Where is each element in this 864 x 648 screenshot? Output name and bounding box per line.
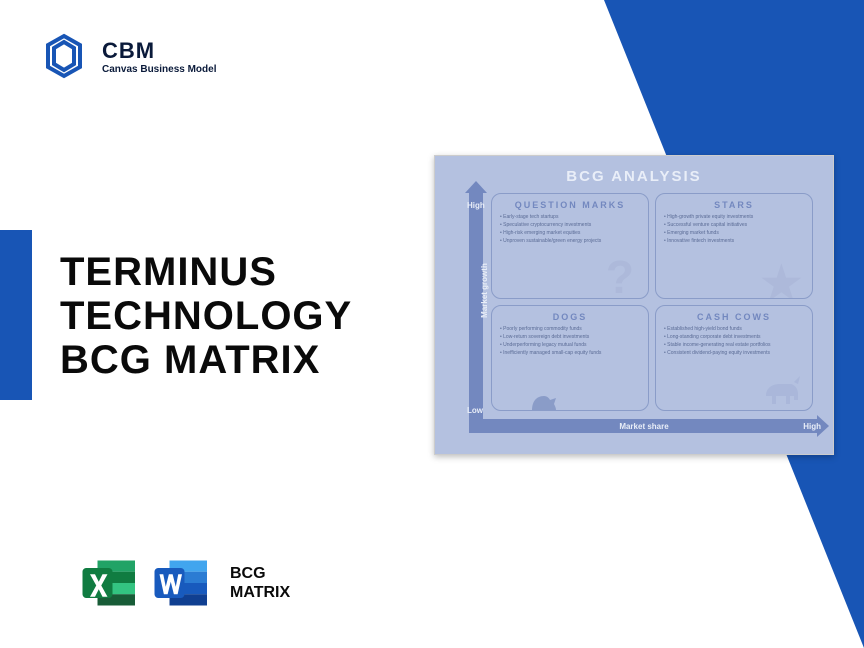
- quadrant-item: Consistent dividend-paying equity invest…: [664, 350, 804, 356]
- chart-title: BCG ANALYSIS: [445, 168, 823, 185]
- quadrant-title: QUESTION MARKS: [500, 200, 640, 210]
- chart-body: High Low Market growth Market share High…: [469, 191, 819, 441]
- x-axis-high: High: [803, 422, 821, 431]
- quadrant-title: STARS: [664, 200, 804, 210]
- quadrant-item: High-risk emerging market equities: [500, 230, 640, 236]
- star-watermark: ★: [761, 256, 802, 299]
- quadrant-question-marks: ? QUESTION MARKS Early-stage tech startu…: [491, 193, 649, 299]
- quadrant-item: Successful venture capital initiatives: [664, 222, 804, 228]
- quadrant-item: Underperforming legacy mutual funds: [500, 342, 640, 348]
- quadrant-item: Low-return sovereign debt investments: [500, 334, 640, 340]
- question-mark-watermark: ?: [606, 250, 634, 299]
- y-axis-high: High: [467, 201, 485, 210]
- quadrant-stars: ★ STARS High-growth private equity inves…: [655, 193, 813, 299]
- quadrant-item: Innovative fintech investments: [664, 238, 804, 244]
- cow-watermark: [762, 372, 806, 406]
- page-title: TERMINUS TECHNOLOGY BCG MATRIX: [60, 250, 352, 382]
- quadrant-item: Emerging market funds: [664, 230, 804, 236]
- file-label-2: MATRIX: [230, 583, 290, 602]
- quadrant-dogs: DOGS Poorly performing commodity funds L…: [491, 305, 649, 411]
- word-icon: [152, 553, 212, 613]
- title-line-2: TECHNOLOGY: [60, 294, 352, 338]
- quadrant-item: Unproven sustainable/green energy projec…: [500, 238, 640, 244]
- quadrant-item: Early-stage tech startups: [500, 214, 640, 220]
- dog-watermark: [524, 378, 564, 411]
- title-line-1: TERMINUS: [60, 250, 352, 294]
- left-accent-bar: [0, 230, 32, 400]
- quadrant-item: Stable income-generating real estate por…: [664, 342, 804, 348]
- quadrant-title: CASH COWS: [664, 312, 804, 322]
- brand-logo: CBM Canvas Business Model: [40, 32, 216, 80]
- cbm-logo-icon: [40, 32, 88, 80]
- brand-abbr: CBM: [102, 38, 216, 64]
- brand-subtitle: Canvas Business Model: [102, 64, 216, 75]
- quadrant-item: Speculative cryptocurrency investments: [500, 222, 640, 228]
- bcg-chart-card: BCG ANALYSIS High Low Market growth Mark…: [434, 155, 834, 455]
- quadrant-item: High-growth private equity investments: [664, 214, 804, 220]
- file-badges: BCG MATRIX: [80, 553, 290, 613]
- excel-icon: [80, 553, 140, 613]
- title-line-3: BCG MATRIX: [60, 338, 352, 382]
- quadrant-title: DOGS: [500, 312, 640, 322]
- x-axis-label: Market share: [619, 422, 668, 431]
- quadrant-cash-cows: CASH COWS Established high-yield bond fu…: [655, 305, 813, 411]
- quadrant-item: Poorly performing commodity funds: [500, 326, 640, 332]
- quadrant-grid: ? QUESTION MARKS Early-stage tech startu…: [491, 193, 813, 411]
- quadrant-item: Long-standing corporate debt investments: [664, 334, 804, 340]
- quadrant-item: Inefficiently managed small-cap equity f…: [500, 350, 640, 356]
- file-label-1: BCG: [230, 564, 290, 583]
- quadrant-item: Established high-yield bond funds: [664, 326, 804, 332]
- y-axis-label: Market growth: [480, 263, 489, 318]
- y-axis-low: Low: [467, 406, 483, 415]
